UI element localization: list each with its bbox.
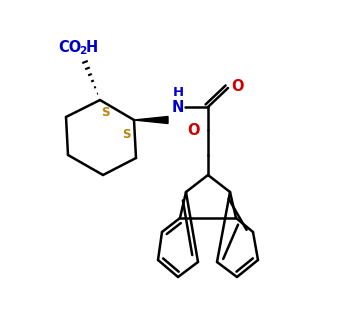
Text: 2: 2 [79, 46, 86, 56]
Text: CO: CO [58, 40, 81, 54]
Polygon shape [134, 116, 168, 124]
Text: O: O [232, 78, 244, 94]
Text: N: N [172, 99, 184, 115]
Text: S: S [122, 128, 130, 141]
Text: H: H [86, 40, 98, 54]
Text: H: H [172, 86, 184, 99]
Text: O: O [188, 122, 200, 138]
Text: S: S [101, 105, 109, 118]
